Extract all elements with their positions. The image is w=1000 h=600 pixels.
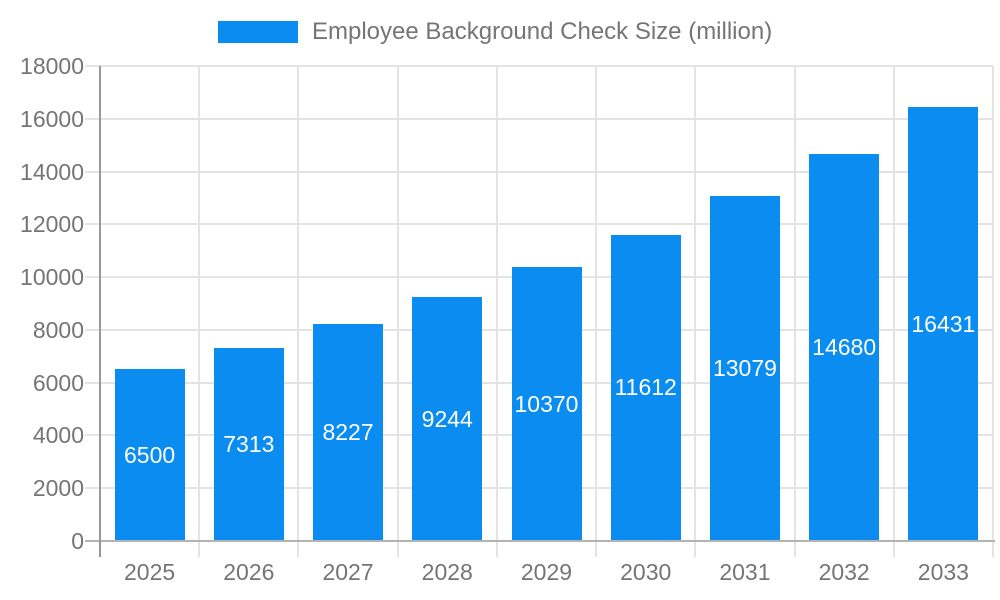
- x-axis-label: 2025: [124, 559, 176, 585]
- y-axis-line: [99, 66, 101, 557]
- x-axis-tick: [495, 66, 498, 557]
- x-axis-label: 2033: [917, 559, 969, 585]
- bar-value-label: 8227: [322, 418, 374, 445]
- x-axis-label: 2030: [620, 559, 672, 585]
- bar-2028[interactable]: 9244: [412, 297, 483, 541]
- bar-2026[interactable]: 7313: [213, 348, 284, 541]
- bar-2031[interactable]: 13079: [709, 195, 780, 541]
- x-axis-tick: [595, 66, 598, 557]
- x-axis-tick: [396, 66, 399, 557]
- x-axis-label: 2027: [322, 559, 374, 585]
- y-axis-label: 0: [71, 528, 84, 554]
- y-axis-label: 16000: [20, 105, 84, 132]
- y-axis-label: 10000: [20, 264, 84, 291]
- bar-value-label: 10370: [514, 390, 579, 417]
- bar-value-label: 11612: [614, 374, 677, 401]
- y-axis-label: 8000: [32, 316, 84, 343]
- gridline: [85, 117, 993, 120]
- bar-value-label: 7313: [223, 431, 275, 457]
- x-axis-label: 2026: [223, 559, 275, 585]
- x-axis-label: 2029: [520, 559, 573, 585]
- y-axis-label: 12000: [20, 211, 84, 238]
- x-axis-tick: [297, 66, 300, 557]
- bar-2029[interactable]: 10370: [511, 267, 582, 541]
- bar-2032[interactable]: 14680: [809, 153, 880, 541]
- legend-swatch: [218, 21, 298, 43]
- gridline: [85, 170, 993, 173]
- gridline: [85, 65, 993, 67]
- chart-legend[interactable]: Employee Background Check Size (million): [218, 18, 772, 46]
- legend-label: Employee Background Check Size (million): [312, 18, 773, 45]
- bar-value-label: 16431: [911, 310, 976, 337]
- x-axis-label: 2031: [719, 559, 771, 585]
- bar-value-label: 9244: [421, 405, 473, 432]
- y-axis-label: 6000: [32, 369, 84, 396]
- y-axis-label: 18000: [20, 53, 84, 79]
- bar-2025[interactable]: 6500: [114, 369, 185, 541]
- x-axis-label: 2028: [421, 559, 473, 585]
- x-axis-tick: [793, 66, 796, 557]
- x-axis-label: 2032: [818, 559, 870, 585]
- bar-2033[interactable]: 16431: [908, 107, 979, 541]
- gridline: [85, 223, 993, 226]
- bar-2027[interactable]: 8227: [313, 323, 384, 541]
- x-axis-tick: [198, 66, 201, 557]
- bar-value-label: 13079: [712, 354, 777, 381]
- bar-2030[interactable]: 11612: [610, 234, 681, 541]
- bar-value-label: 14680: [812, 333, 877, 360]
- y-axis-label: 2000: [32, 475, 84, 502]
- y-axis-label: 4000: [32, 422, 84, 449]
- bar-value-label: 6500: [124, 441, 176, 468]
- x-axis-tick: [892, 66, 895, 557]
- y-axis-label: 14000: [20, 158, 84, 185]
- x-axis-line: [85, 540, 995, 542]
- x-axis-tick: [694, 66, 697, 557]
- x-axis-tick: [992, 66, 994, 557]
